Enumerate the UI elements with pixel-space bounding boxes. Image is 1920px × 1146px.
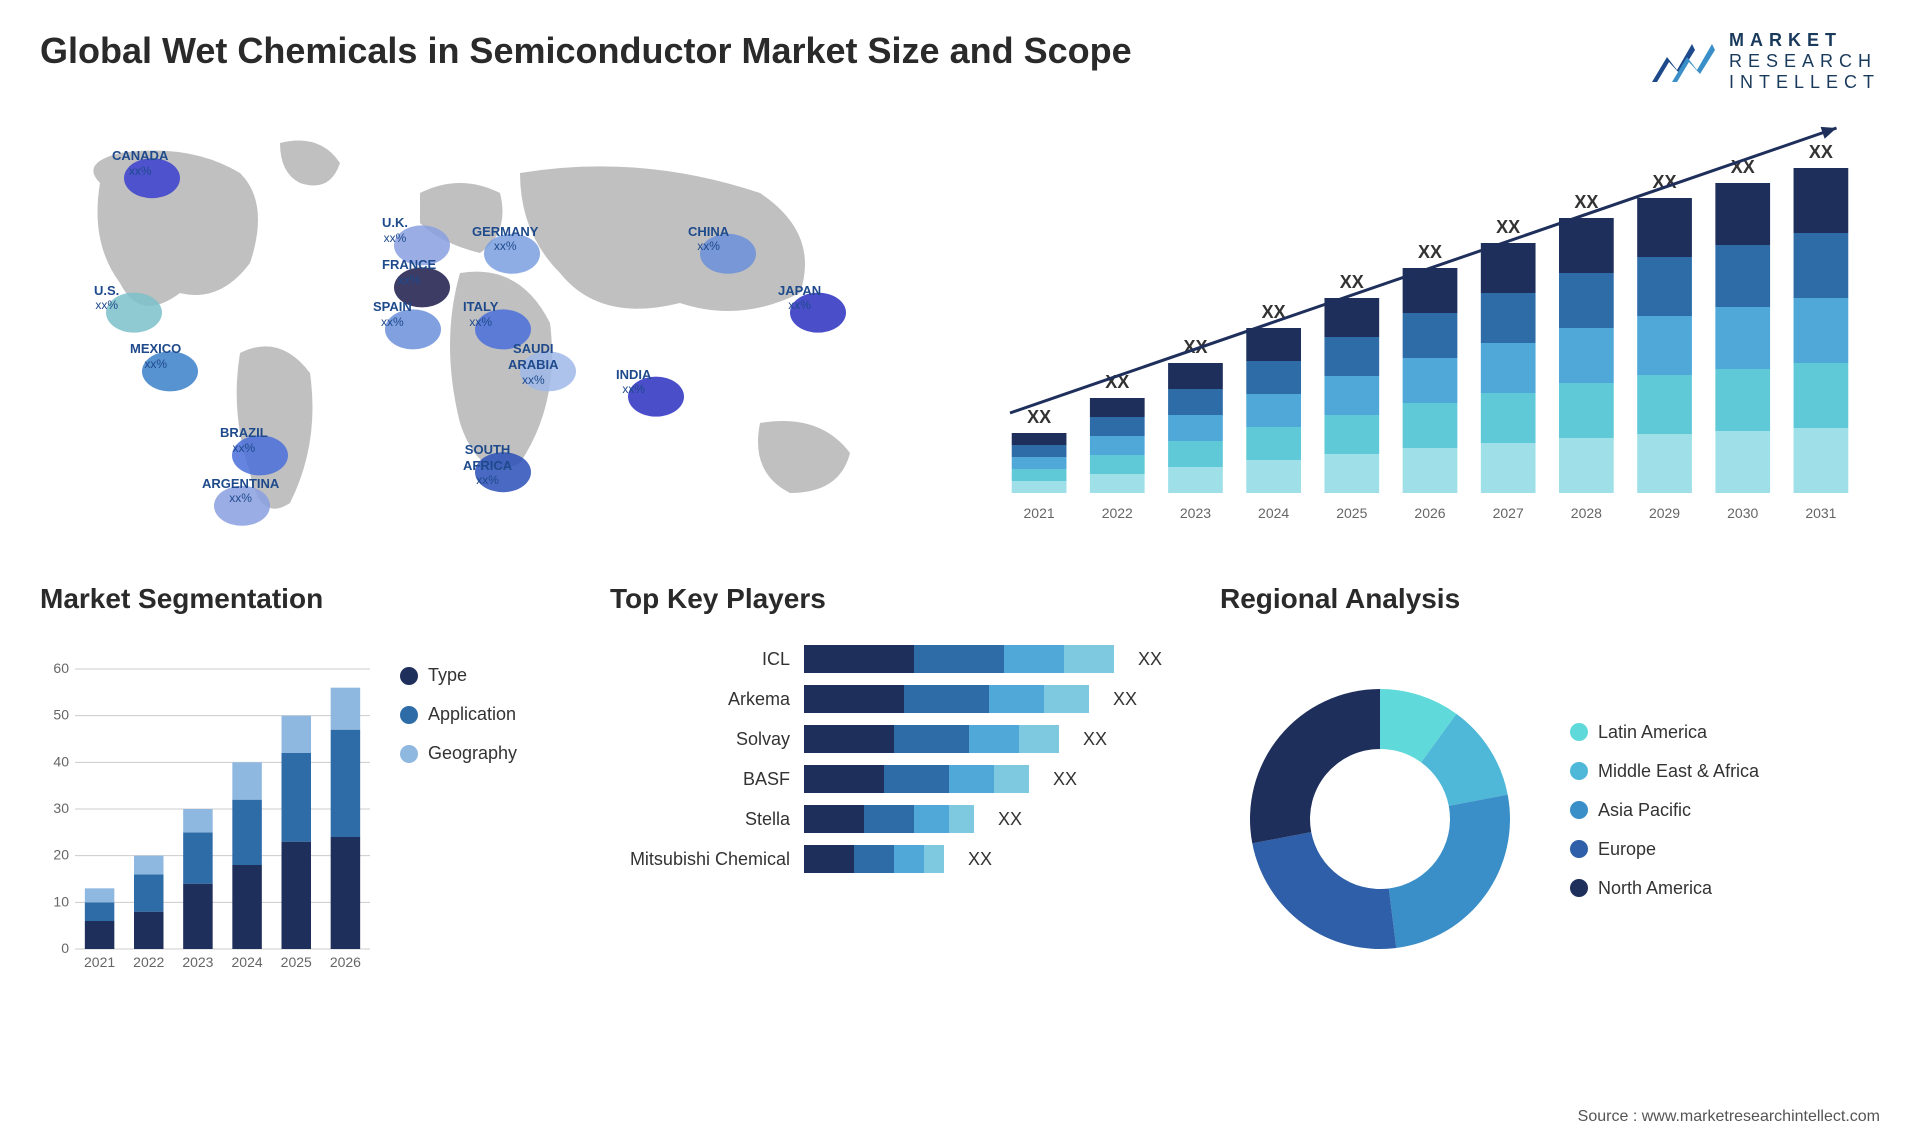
logo-icon xyxy=(1647,32,1717,92)
svg-text:XX: XX xyxy=(1496,217,1520,237)
map-label-germany: GERMANYxx% xyxy=(472,224,538,254)
svg-text:2026: 2026 xyxy=(330,954,361,970)
svg-text:20: 20 xyxy=(53,847,69,863)
regional-legend-item: Middle East & Africa xyxy=(1570,761,1880,782)
svg-text:2022: 2022 xyxy=(1102,505,1133,521)
svg-text:2031: 2031 xyxy=(1805,505,1836,521)
segmentation-title: Market Segmentation xyxy=(40,583,560,615)
player-bar xyxy=(804,725,1059,753)
map-label-argentina: ARGENTINAxx% xyxy=(202,476,279,506)
map-label-mexico: MEXICOxx% xyxy=(130,341,181,371)
map-label-us: U.S.xx% xyxy=(94,283,119,313)
regional-donut xyxy=(1220,659,1540,979)
svg-text:50: 50 xyxy=(53,707,69,723)
player-value: XX xyxy=(998,809,1022,830)
player-row: Mitsubishi Chemical XX xyxy=(610,845,1170,873)
map-label-southafrica: SOUTHAFRICAxx% xyxy=(463,442,512,488)
logo-text-3: INTELLECT xyxy=(1729,72,1880,93)
brand-logo: MARKET RESEARCH INTELLECT xyxy=(1647,30,1880,93)
seg-legend-item: Type xyxy=(400,665,560,686)
player-row: Stella XX xyxy=(610,805,1170,833)
player-row: Solvay XX xyxy=(610,725,1170,753)
player-name: BASF xyxy=(610,769,790,790)
map-label-japan: JAPANxx% xyxy=(778,283,821,313)
svg-text:XX: XX xyxy=(1574,192,1598,212)
map-label-uk: U.K.xx% xyxy=(382,215,408,245)
player-value: XX xyxy=(1113,689,1137,710)
player-row: ICL XX xyxy=(610,645,1170,673)
map-label-italy: ITALYxx% xyxy=(463,299,498,329)
map-label-canada: CANADAxx% xyxy=(112,148,168,178)
svg-text:60: 60 xyxy=(53,660,69,676)
svg-text:2028: 2028 xyxy=(1571,505,1602,521)
svg-text:2022: 2022 xyxy=(133,954,164,970)
seg-legend-item: Geography xyxy=(400,743,560,764)
player-name: Mitsubishi Chemical xyxy=(610,849,790,870)
map-label-saudiarabia: SAUDIARABIAxx% xyxy=(508,341,559,387)
player-row: Arkema XX xyxy=(610,685,1170,713)
player-row: BASF XX xyxy=(610,765,1170,793)
map-label-spain: SPAINxx% xyxy=(373,299,412,329)
world-map-panel: CANADAxx% U.S.xx% MEXICOxx% BRAZILxx% ARGENT… xyxy=(40,123,940,543)
svg-text:XX: XX xyxy=(1809,142,1833,162)
regional-title: Regional Analysis xyxy=(1220,583,1880,615)
segmentation-legend: Type Application Geography xyxy=(400,635,560,1003)
svg-text:XX: XX xyxy=(1027,407,1051,427)
player-name: Solvay xyxy=(610,729,790,750)
player-bar xyxy=(804,845,944,873)
player-name: Stella xyxy=(610,809,790,830)
player-bar xyxy=(804,685,1089,713)
player-bar xyxy=(804,765,1029,793)
players-panel: Top Key Players ICLXXArkemaXXSolvayXXBAS… xyxy=(610,583,1170,1003)
regional-legend-item: Latin America xyxy=(1570,722,1880,743)
svg-text:2027: 2027 xyxy=(1493,505,1524,521)
map-label-france: FRANCExx% xyxy=(382,257,436,287)
player-name: ICL xyxy=(610,649,790,670)
svg-text:2024: 2024 xyxy=(1258,505,1289,521)
svg-text:XX: XX xyxy=(1340,272,1364,292)
svg-text:2026: 2026 xyxy=(1414,505,1445,521)
map-label-brazil: BRAZILxx% xyxy=(220,425,268,455)
regional-legend-item: Europe xyxy=(1570,839,1880,860)
regional-legend-item: North America xyxy=(1570,878,1880,899)
svg-text:2024: 2024 xyxy=(232,954,263,970)
svg-text:2023: 2023 xyxy=(1180,505,1211,521)
seg-legend-item: Application xyxy=(400,704,560,725)
player-value: XX xyxy=(968,849,992,870)
map-label-india: INDIAxx% xyxy=(616,367,651,397)
svg-text:2025: 2025 xyxy=(1336,505,1367,521)
player-value: XX xyxy=(1083,729,1107,750)
logo-text-2: RESEARCH xyxy=(1729,51,1880,72)
regional-panel: Regional Analysis Latin America Middle Ea… xyxy=(1220,583,1880,1003)
player-name: Arkema xyxy=(610,689,790,710)
player-bar xyxy=(804,805,974,833)
player-value: XX xyxy=(1053,769,1077,790)
svg-text:2029: 2029 xyxy=(1649,505,1680,521)
map-label-china: CHINAxx% xyxy=(688,224,729,254)
svg-text:2021: 2021 xyxy=(84,954,115,970)
svg-text:2025: 2025 xyxy=(281,954,312,970)
svg-text:2021: 2021 xyxy=(1024,505,1055,521)
players-title: Top Key Players xyxy=(610,583,1170,615)
segmentation-panel: Market Segmentation 0 10 20 30 40 50 60 2021 202… xyxy=(40,583,560,1003)
svg-text:2030: 2030 xyxy=(1727,505,1758,521)
player-value: XX xyxy=(1138,649,1162,670)
source-text: Source : www.marketresearchintellect.com xyxy=(1578,1108,1880,1126)
svg-text:0: 0 xyxy=(61,940,69,956)
svg-text:XX: XX xyxy=(1418,242,1442,262)
player-bar xyxy=(804,645,1114,673)
svg-text:40: 40 xyxy=(53,753,69,769)
svg-text:2023: 2023 xyxy=(182,954,213,970)
growth-chart-panel: XX2021XX2022XX2023XX2024XX2025XX2026XX20… xyxy=(980,123,1880,543)
segmentation-chart: 0 10 20 30 40 50 60 2021 2022 2023 2024 2025 2026 xyxy=(40,635,380,1003)
regional-legend-item: Asia Pacific xyxy=(1570,800,1880,821)
players-chart: ICLXXArkemaXXSolvayXXBASFXXStellaXXMitsu… xyxy=(610,635,1170,873)
page-title: Global Wet Chemicals in Semiconductor Ma… xyxy=(40,30,1132,72)
regional-legend: Latin America Middle East & Africa Asia Pa… xyxy=(1570,722,1880,917)
svg-text:30: 30 xyxy=(53,800,69,816)
growth-chart: XX2021XX2022XX2023XX2024XX2025XX2026XX20… xyxy=(980,123,1880,543)
logo-text-1: MARKET xyxy=(1729,30,1880,51)
svg-text:10: 10 xyxy=(53,893,69,909)
